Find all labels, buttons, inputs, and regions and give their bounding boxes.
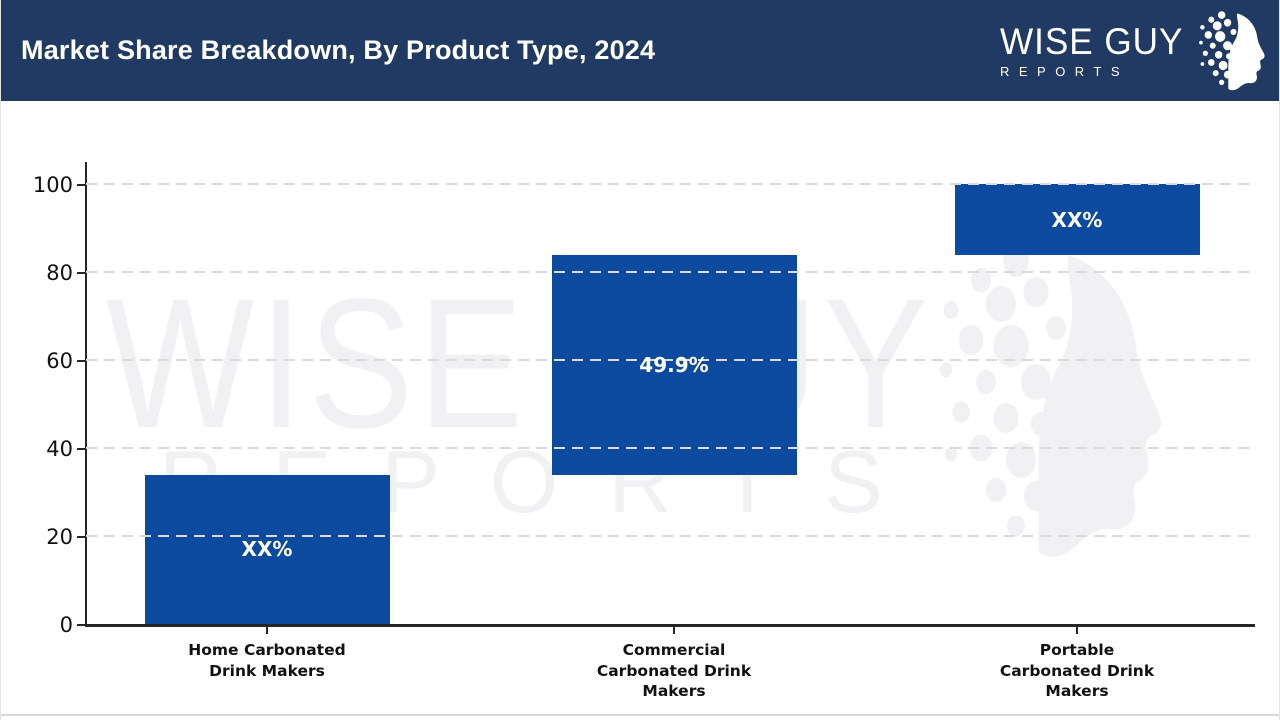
gridline-80 [86, 271, 1254, 273]
y-axis-tick [77, 536, 85, 538]
x-axis-tick [266, 627, 268, 634]
footer-divider [1, 714, 1279, 716]
y-tick-label: 20 [46, 525, 73, 549]
header: Market Share Breakdown, By Product Type,… [1, 0, 1279, 101]
logo-text: WISE GUY REPORTS [1000, 23, 1193, 78]
gridline-40 [86, 447, 1254, 449]
bar-value-label-portable: XX% [1051, 207, 1103, 232]
logo-head-icon [1199, 10, 1265, 90]
bar-portable-carbonated-drink-makers [954, 184, 1200, 256]
y-tick-label: 60 [46, 349, 73, 373]
x-axis-label-portable: Portable Carbonated Drink Makers [999, 641, 1155, 700]
page-title: Market Share Breakdown, By Product Type,… [21, 35, 656, 65]
bar-commercial-carbonated-drink-makers [551, 255, 797, 475]
x-axis-tick [1076, 627, 1078, 634]
gridline-20 [86, 535, 1254, 537]
logo-subtext: REPORTS [999, 64, 1130, 79]
gridline-100 [86, 183, 1254, 185]
y-axis-tick [77, 624, 85, 626]
wiseguy-logo: WISE GUY REPORTS [1000, 9, 1269, 93]
y-tick-label: 40 [46, 437, 73, 461]
y-tick-label: 80 [46, 261, 73, 285]
x-axis-label-home: Home Carbonated Drink Makers [188, 641, 346, 680]
y-axis-tick [77, 448, 85, 450]
bar-value-label-home: XX% [241, 537, 293, 562]
y-tick-label: 0 [59, 613, 73, 637]
logo-wordmark: WISE GUY [999, 21, 1184, 62]
y-axis-line [85, 162, 87, 627]
bar-value-label-commercial: 49.9% [639, 353, 709, 378]
x-axis-line [85, 624, 1255, 627]
watermark-wordmark: WISE GUY [106, 261, 934, 467]
y-axis-tick [77, 272, 85, 274]
gridline-60 [86, 359, 1254, 361]
watermark-head-icon [939, 247, 1161, 558]
y-axis-tick [77, 184, 85, 186]
y-tick-label: 100 [32, 173, 73, 197]
bar-home-carbonated-drink-makers [144, 474, 390, 624]
x-axis-tick [673, 627, 675, 634]
x-axis-label-commercial: Commercial Carbonated Drink Makers [596, 641, 752, 700]
y-axis-tick [77, 360, 85, 362]
